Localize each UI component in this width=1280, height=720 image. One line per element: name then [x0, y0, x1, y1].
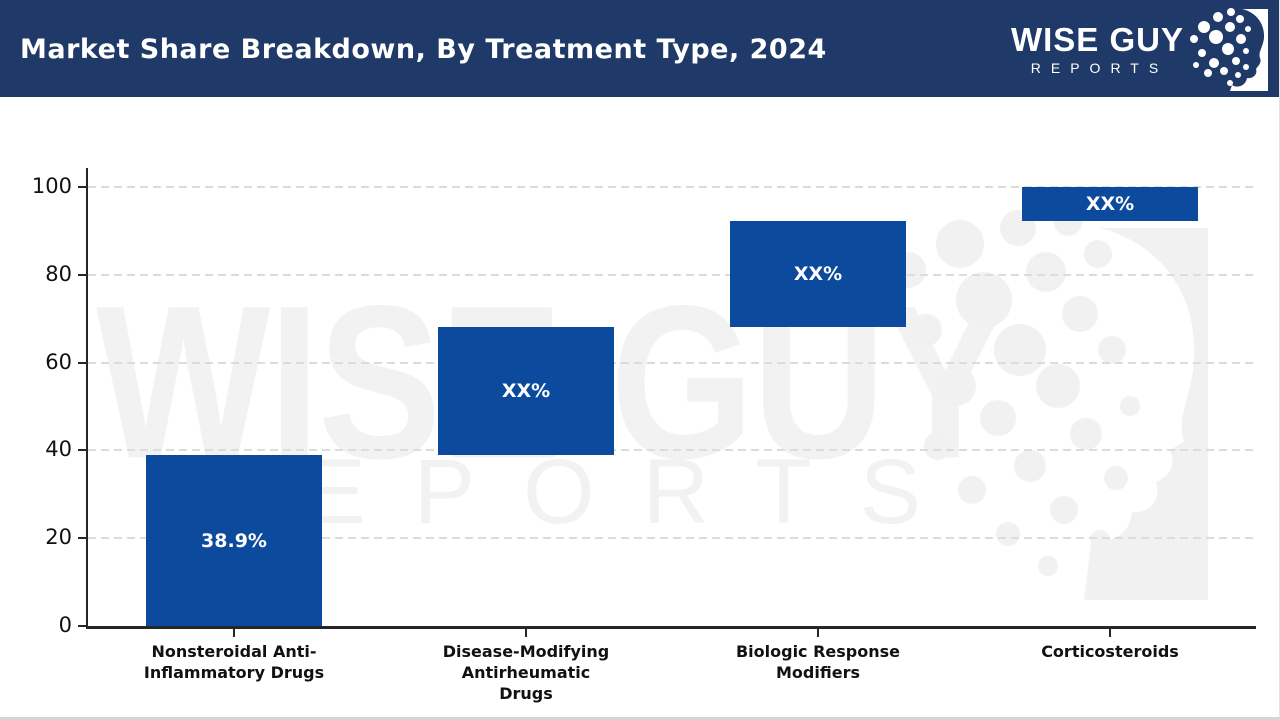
logo-text: WISE GUY REPORTS: [1010, 21, 1184, 77]
gridline-40: [88, 449, 1256, 452]
y-tick-label: 0: [58, 613, 72, 637]
x-axis-label-line: Antirheumatic: [461, 663, 591, 682]
bar-value-label: XX%: [793, 263, 843, 286]
x-axis-label-line: Biologic Response: [735, 642, 901, 661]
gridline-80: [88, 273, 1256, 276]
y-tick-mark: [78, 361, 87, 364]
waterfall-bar: XX%: [730, 220, 906, 328]
y-tick-mark: [78, 186, 87, 188]
y-tick-label: 20: [45, 525, 72, 550]
y-tick-label: 60: [45, 349, 72, 374]
gridline-60: [88, 361, 1256, 364]
header: Market Share Breakdown, By Treatment Typ…: [0, 0, 1279, 97]
waterfall-bar: 38.9%: [146, 455, 322, 626]
logo-subtitle: REPORTS: [1030, 60, 1169, 76]
x-tick-mark: [1109, 629, 1111, 637]
x-axis-label-line: Nonsteroidal Anti-: [151, 642, 317, 661]
x-tick-mark: [525, 629, 527, 637]
x-axis-label-line: Corticosteroids: [1041, 642, 1179, 661]
y-tick-label: 40: [45, 437, 72, 462]
gridline-100: [88, 186, 1256, 188]
x-axis-label: Nonsteroidal Anti- Inflammatory Drugs: [88, 641, 380, 683]
y-axis-line: [86, 168, 88, 629]
x-axis-label: Disease-Modifying Antirheumatic Drugs: [380, 641, 672, 704]
y-tick-mark: [78, 537, 87, 540]
page-title: Market Share Breakdown, By Treatment Typ…: [20, 34, 827, 65]
wise-guy-reports-logo: WISE GUY REPORTS: [1011, 6, 1268, 92]
x-tick-mark: [817, 629, 819, 637]
y-tick-mark: [78, 625, 87, 627]
y-tick-label: 80: [45, 261, 72, 286]
bar-value-label: 38.9%: [201, 529, 267, 552]
logo-wordmark: WISE GUY: [1010, 21, 1184, 58]
x-axis-label-line: Drugs: [499, 684, 553, 703]
bar-value-label: XX%: [501, 380, 551, 403]
bar-value-label: XX%: [1085, 192, 1135, 215]
y-tick-mark: [78, 273, 87, 276]
x-axis-label-line: Disease-Modifying: [442, 642, 610, 661]
logo-face-icon: [1190, 8, 1268, 91]
gridline-20: [88, 537, 1256, 540]
x-tick-mark: [233, 629, 235, 637]
x-axis-label-line: Inflammatory Drugs: [143, 663, 325, 682]
x-axis-label: Corticosteroids: [964, 641, 1256, 662]
x-axis-line: [86, 626, 1256, 629]
x-axis-label-line: Modifiers: [776, 663, 860, 682]
x-axis-label: Biologic Response Modifiers: [672, 641, 964, 683]
y-tick-mark: [78, 449, 87, 452]
waterfall-bar: XX%: [1022, 187, 1198, 221]
waterfall-bar: XX%: [438, 327, 614, 456]
y-tick-label: 100: [31, 174, 72, 198]
